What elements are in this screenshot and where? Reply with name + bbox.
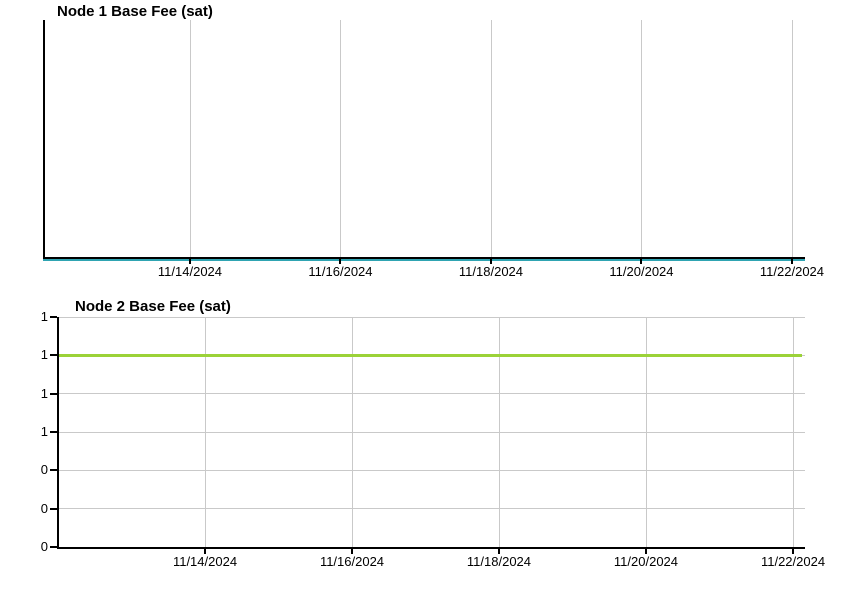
x-tick-label: 11/22/2024 bbox=[760, 554, 826, 569]
y-axis-tick bbox=[50, 316, 57, 318]
y-tick-label: 1 bbox=[40, 385, 48, 401]
chart-node2-base-fee: Node 2 Base Fee (sat) 11/14/2024 11/16/20… bbox=[0, 290, 860, 600]
x-axis-tick bbox=[489, 257, 492, 264]
x-tick-label: 11/16/2024 bbox=[308, 264, 373, 279]
y-tick-label: 0 bbox=[40, 500, 48, 516]
horizontal-gridline bbox=[57, 316, 805, 318]
x-axis-tick bbox=[351, 547, 353, 554]
horizontal-gridline bbox=[57, 469, 805, 471]
vertical-gridline bbox=[340, 20, 342, 257]
x-axis-tick bbox=[644, 547, 647, 554]
x-axis-tick bbox=[204, 547, 207, 554]
plot-area-node2: 11/14/2024 11/16/2024 11/18/2024 11/20/2024… bbox=[41, 310, 825, 570]
y-tick-label: 0 bbox=[40, 462, 48, 478]
x-axis-line bbox=[43, 257, 805, 259]
y-axis-tick bbox=[50, 354, 57, 357]
y-axis-line bbox=[57, 317, 59, 549]
chart-title-node1: Node 1 Base Fee (sat) bbox=[57, 3, 213, 20]
y-tick-label: 0 bbox=[40, 539, 48, 554]
y-axis-tick bbox=[50, 507, 57, 510]
y-axis-tick bbox=[50, 431, 57, 433]
x-tick-label: 11/18/2024 bbox=[466, 554, 532, 569]
x-axis-tick bbox=[640, 257, 643, 264]
x-axis-tick bbox=[790, 257, 793, 264]
y-tick-label: 1 bbox=[40, 347, 48, 363]
plot-area-node1: 11/14/2024 11/16/2024 11/18/2024 11/20/2024… bbox=[43, 20, 824, 279]
x-axis-tick bbox=[188, 257, 191, 264]
y-tick-label: 1 bbox=[40, 309, 48, 324]
x-axis-tick bbox=[497, 547, 500, 554]
y-axis-tick bbox=[50, 392, 57, 395]
horizontal-gridline bbox=[57, 508, 805, 510]
vertical-gridline bbox=[490, 20, 492, 257]
x-axis-tick bbox=[792, 547, 795, 554]
x-axis-line bbox=[57, 547, 805, 549]
vertical-gridline bbox=[189, 20, 191, 257]
x-tick-label: 11/20/2024 bbox=[613, 554, 679, 569]
horizontal-gridline bbox=[57, 393, 805, 395]
x-tick-label: 11/14/2024 bbox=[172, 554, 238, 569]
x-tick-label: 11/20/2024 bbox=[609, 264, 674, 279]
x-tick-label: 11/16/2024 bbox=[319, 554, 385, 569]
series-line-node2-base-fee bbox=[57, 353, 802, 357]
series-line-node1-base-fee bbox=[43, 259, 805, 261]
vertical-gridline bbox=[791, 20, 793, 257]
chart-node1-base-fee: Node 1 Base Fee (sat) 11/14/2024 11/16/20… bbox=[0, 0, 860, 290]
horizontal-gridline bbox=[57, 431, 805, 433]
y-axis-tick bbox=[50, 469, 57, 472]
y-tick-label: 1 bbox=[40, 424, 48, 439]
x-tick-label: 11/22/2024 bbox=[759, 264, 825, 279]
y-axis-tick bbox=[50, 546, 57, 548]
chart-title-node2: Node 2 Base Fee (sat) bbox=[75, 298, 231, 315]
vertical-gridline bbox=[641, 20, 643, 257]
y-axis-line bbox=[43, 20, 45, 259]
x-tick-label: 11/18/2024 bbox=[458, 264, 524, 279]
x-tick-label: 11/14/2024 bbox=[157, 264, 223, 279]
x-axis-tick bbox=[339, 257, 342, 264]
